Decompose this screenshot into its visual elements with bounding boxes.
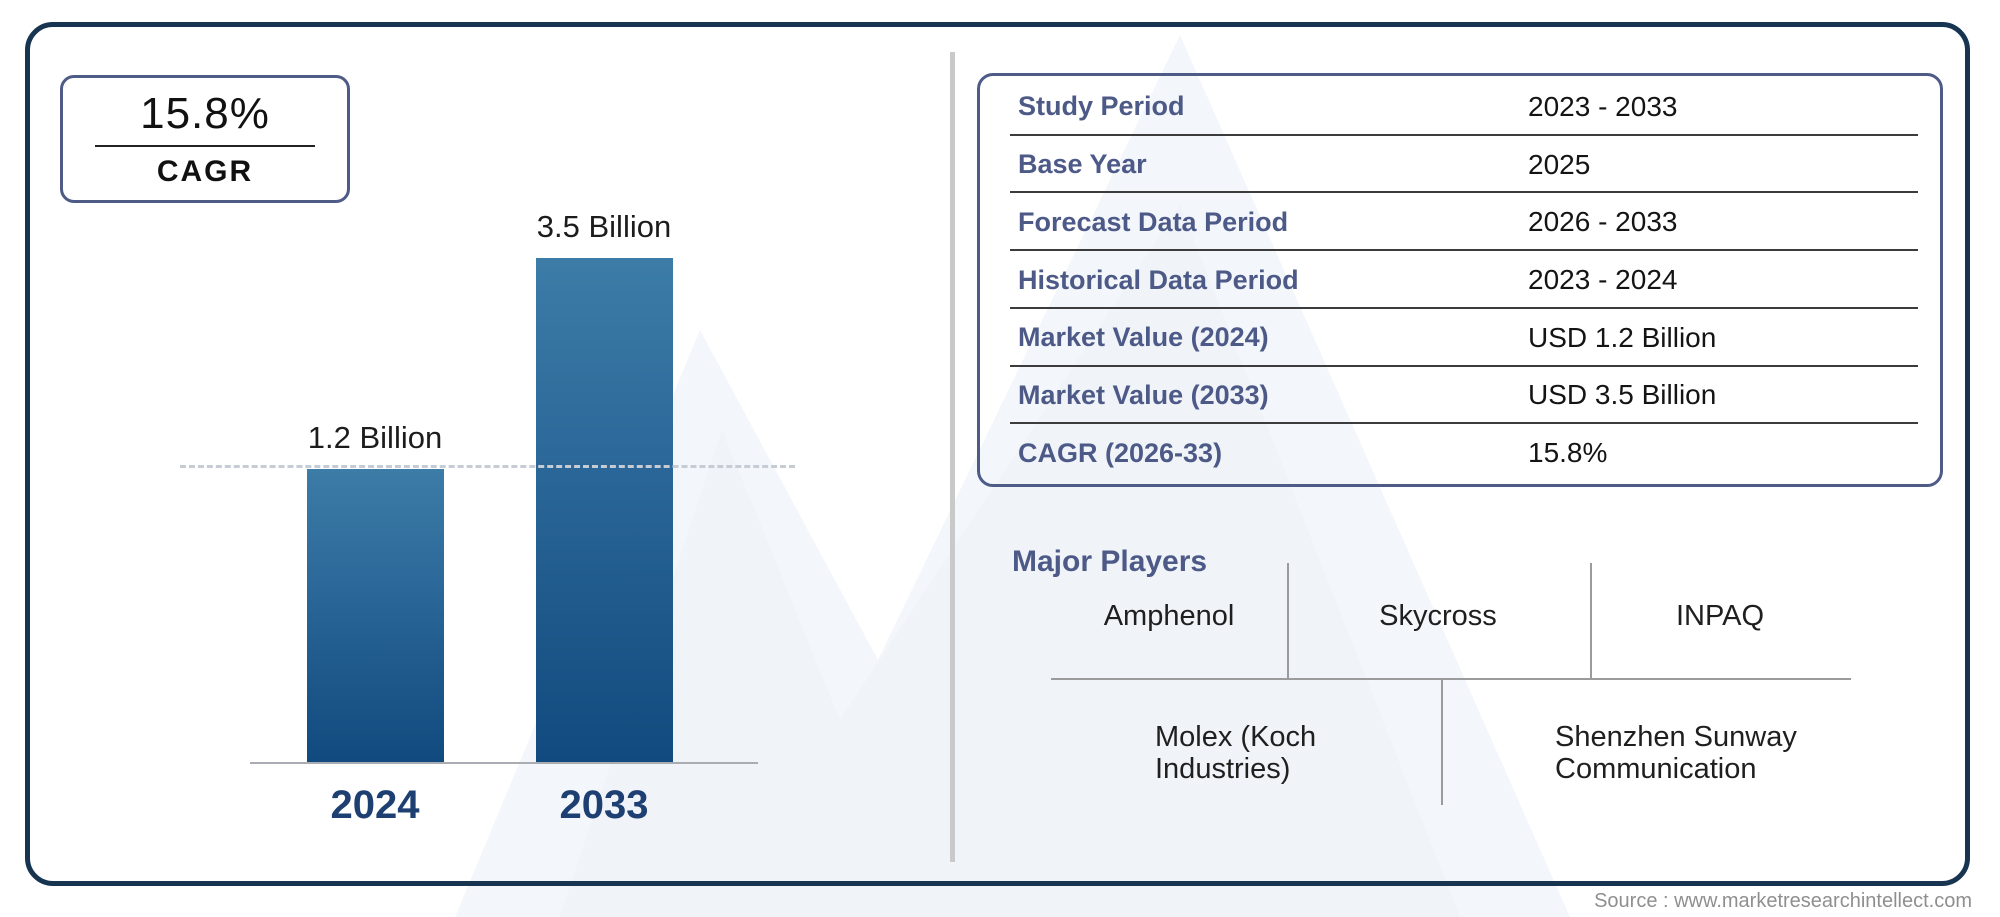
row-value: 2026 - 2033 [1528,206,1678,238]
x-axis-line [250,762,758,764]
cagr-value: 15.8% [140,89,270,138]
bar-value-label-2024: 1.2 Billion [307,420,443,455]
row-label: Forecast Data Period [1018,206,1289,237]
source-attribution: Source : www.marketresearchintellect.com [1594,890,1972,912]
row-value: USD 1.2 Billion [1528,321,1717,353]
reference-dashed-line [180,465,795,468]
player-molex: Molex (Koch Industries) [1155,721,1317,785]
panel-divider [950,52,955,862]
bar-value-label-2033: 3.5 Billion [536,209,672,244]
cagr-divider [95,145,315,147]
bar-2033 [536,258,673,762]
table-row: Historical Data Period 2023 - 2024 [980,251,1940,309]
cagr-badge: 15.8% CAGR [60,75,350,203]
table-row: Base Year 2025 [980,136,1940,194]
row-label: Historical Data Period [1018,264,1299,295]
players-divider-vertical-1 [1287,563,1289,678]
content-frame [25,22,1970,886]
row-label: CAGR (2026-33) [1018,437,1223,468]
player-amphenol: Amphenol [1103,600,1235,632]
player-shenzhen-sunway: Shenzhen Sunway Communication [1555,721,1797,785]
row-label: Study Period [1018,91,1185,122]
player-skycross: Skycross [1379,600,1497,632]
table-row: Market Value (2033) USD 3.5 Billion [980,367,1940,425]
players-divider-horizontal [1051,678,1851,680]
table-row: CAGR (2026-33) 15.8% [980,424,1940,482]
row-value: 2023 - 2033 [1528,90,1678,122]
players-divider-vertical-2 [1590,563,1592,678]
row-label: Market Value (2024) [1018,322,1269,353]
x-tick-2024: 2024 [330,783,420,827]
row-value: 2025 [1528,148,1591,180]
row-value: 2023 - 2024 [1528,264,1678,296]
bar-2024 [307,469,444,762]
row-value: USD 3.5 Billion [1528,379,1717,411]
table-row: Study Period 2023 - 2033 [980,78,1940,136]
table-row: Forecast Data Period 2026 - 2033 [980,193,1940,251]
table-row: Market Value (2024) USD 1.2 Billion [980,309,1940,367]
row-label: Base Year [1018,149,1147,180]
x-tick-2033: 2033 [559,783,649,827]
major-players-title: Major Players [1012,545,1208,578]
study-info-table: Study Period 2023 - 2033 Base Year 2025 … [977,73,1943,487]
row-label: Market Value (2033) [1018,379,1269,410]
players-divider-vertical-3 [1441,678,1443,805]
cagr-label: CAGR [156,155,254,188]
player-inpaq: INPAQ [1675,600,1765,632]
row-value: 15.8% [1528,437,1608,469]
